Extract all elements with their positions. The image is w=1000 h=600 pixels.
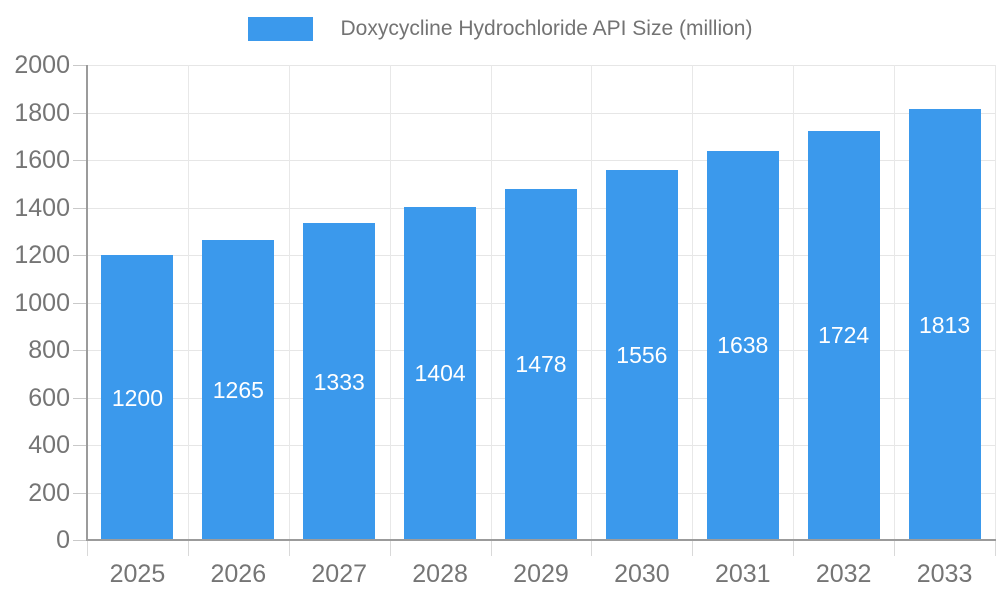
bar-value-label: 1478	[515, 351, 567, 378]
bar[interactable]	[908, 109, 981, 540]
bar[interactable]	[807, 130, 880, 540]
y-axis-label: 1200	[14, 241, 70, 269]
y-axis-label: 1000	[14, 288, 70, 317]
legend[interactable]: Doxycycline Hydrochloride API Size (mill…	[0, 16, 1000, 42]
v-gridline	[793, 65, 795, 540]
y-axis-tick	[73, 65, 87, 66]
legend-swatch	[247, 17, 313, 41]
bar-value-label: 1200	[111, 384, 164, 411]
bar-value-label: 1724	[818, 322, 870, 349]
bar-value-label: 1556	[616, 342, 668, 369]
x-axis-tick	[87, 540, 88, 556]
y-axis-tick	[73, 492, 87, 494]
y-axis-label: 1600	[14, 146, 70, 174]
v-gridline	[187, 65, 189, 540]
x-axis-tick	[187, 540, 189, 556]
x-axis-tick	[288, 540, 290, 556]
h-gridline	[87, 112, 995, 114]
x-axis-tick	[490, 540, 492, 556]
bar[interactable]	[101, 255, 174, 540]
y-axis-tick	[73, 207, 87, 209]
bar-value-label: 1638	[717, 332, 769, 359]
x-axis-label: 2026	[210, 560, 267, 588]
v-gridline	[995, 65, 996, 540]
y-axis-line	[86, 65, 88, 540]
y-axis-label: 400	[28, 431, 70, 459]
bar[interactable]	[303, 223, 376, 540]
y-axis-label: 1800	[14, 98, 70, 127]
v-gridline	[490, 65, 492, 540]
y-axis-label: 600	[28, 383, 70, 412]
x-axis-tick	[591, 540, 593, 556]
bar-value-label: 1265	[212, 376, 264, 403]
h-gridline	[87, 65, 995, 66]
y-axis-label: 1400	[14, 193, 70, 222]
bar-value-label: 1404	[414, 360, 466, 387]
x-axis-label: 2029	[513, 560, 569, 588]
bar[interactable]	[404, 206, 477, 540]
x-axis-tick	[894, 540, 896, 556]
v-gridline	[894, 65, 896, 540]
bar-value-label: 1813	[918, 311, 971, 338]
x-axis-label: 2033	[916, 560, 973, 588]
x-axis-line	[86, 539, 996, 541]
v-gridline	[389, 65, 391, 540]
y-axis-label: 800	[28, 336, 70, 364]
x-axis-tick	[793, 540, 795, 556]
y-axis-tick	[73, 540, 87, 541]
x-axis-label: 2032	[815, 560, 872, 588]
x-axis-label: 2031	[714, 560, 771, 588]
x-axis-label: 2025	[109, 560, 166, 588]
bar[interactable]	[605, 170, 678, 540]
v-gridline	[692, 65, 694, 540]
y-axis-label: 0	[56, 526, 70, 554]
v-gridline	[591, 65, 593, 540]
bar-value-label: 1333	[313, 368, 365, 395]
h-gridline	[87, 160, 995, 161]
bar[interactable]	[706, 150, 779, 540]
legend-label: Doxycycline Hydrochloride API Size (mill…	[340, 17, 753, 40]
y-axis-tick	[73, 160, 87, 161]
x-axis-tick	[995, 540, 996, 556]
x-axis-label: 2028	[412, 560, 468, 588]
y-axis-tick	[73, 112, 87, 114]
bar[interactable]	[202, 239, 275, 540]
y-axis-label: 2000	[14, 51, 70, 79]
y-axis-tick	[73, 255, 87, 256]
y-axis-tick	[73, 302, 87, 304]
y-axis-tick	[73, 350, 87, 351]
v-gridline	[288, 65, 290, 540]
x-axis-tick	[389, 540, 391, 556]
bar[interactable]	[505, 188, 577, 540]
x-axis-label: 2030	[614, 560, 670, 588]
y-axis-tick	[73, 397, 87, 399]
x-axis-tick	[692, 540, 694, 556]
y-axis-label: 200	[28, 478, 70, 507]
x-axis-label: 2027	[311, 560, 368, 588]
y-axis-tick	[73, 445, 87, 446]
